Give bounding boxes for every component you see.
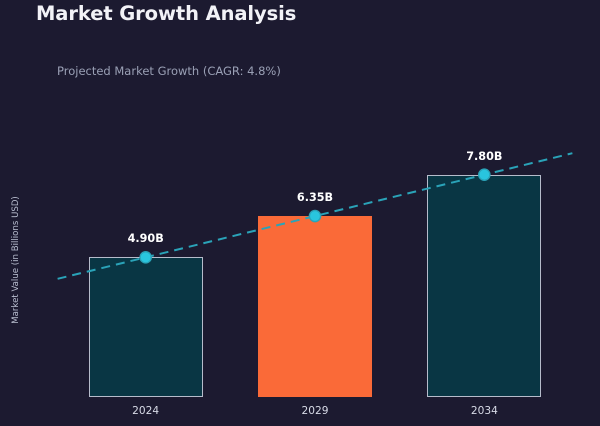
x-axis-tick-label: 2029 (301, 405, 329, 417)
plot-area: 0.00B2.00B4.00B6.00B8.00B10.00B 4.90B6.3… (57, 112, 573, 417)
chart-subtitle: Projected Market Growth (CAGR: 4.8%) (57, 64, 281, 78)
chart-title: Market Growth Analysis (36, 2, 297, 25)
value-label-2034: 7.80B (466, 149, 503, 163)
y-axis-title: Market Value (in Billions USD) (11, 196, 21, 324)
bar-2024[interactable] (88, 257, 203, 397)
x-axis-tick-label: 2034 (470, 405, 498, 417)
value-label-2024: 4.90B (127, 232, 164, 246)
bar-2034[interactable] (427, 174, 542, 397)
value-label-2029: 6.35B (296, 191, 334, 205)
bar-2029[interactable] (258, 216, 372, 397)
x-axis-tick-label: 2024 (132, 405, 160, 417)
